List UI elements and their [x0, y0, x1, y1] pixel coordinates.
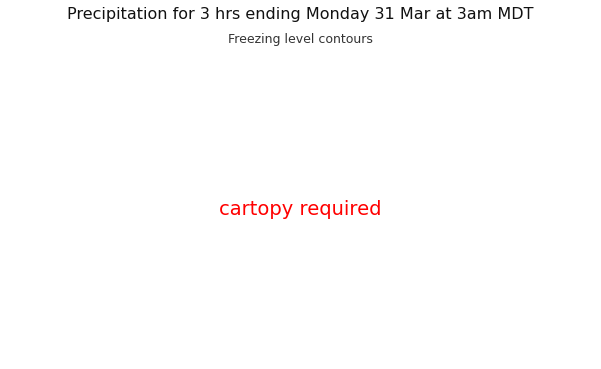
- Text: cartopy required: cartopy required: [219, 200, 382, 219]
- Text: Freezing level contours: Freezing level contours: [228, 33, 373, 46]
- Text: Precipitation for 3 hrs ending Monday 31 Mar at 3am MDT: Precipitation for 3 hrs ending Monday 31…: [67, 7, 534, 23]
